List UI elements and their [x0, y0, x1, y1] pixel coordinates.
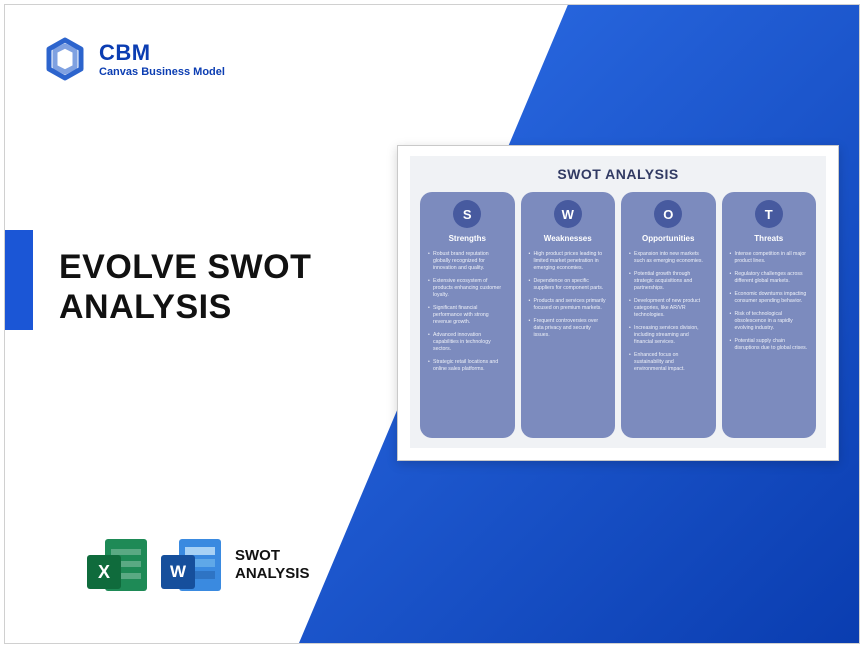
swot-inner: SWOT ANALYSIS S Strengths Robust brand r…	[410, 156, 826, 448]
main-title: EVOLVE SWOT ANALYSIS	[59, 247, 399, 327]
swot-letter-o: O	[654, 200, 682, 228]
list-item: Robust brand reputation globally recogni…	[428, 251, 507, 272]
title-text: EVOLVE SWOT ANALYSIS	[59, 247, 399, 327]
list-item: Expansion into new markets such as emerg…	[629, 251, 708, 265]
list-item: Products and services primarily focused …	[529, 298, 608, 312]
swot-title-weaknesses: Weaknesses	[544, 234, 592, 243]
list-item: Significant financial performance with s…	[428, 305, 507, 326]
swot-letter-t: T	[755, 200, 783, 228]
list-item: High product prices leading to limited m…	[529, 251, 608, 272]
swot-col-strengths: S Strengths Robust brand reputation glob…	[420, 192, 515, 438]
logo-text: CBM Canvas Business Model	[99, 40, 225, 78]
word-letter: W	[161, 555, 195, 589]
excel-icon: X	[87, 535, 147, 595]
file-icons-row: X W SWOT ANALYSIS	[87, 535, 309, 595]
list-item: Enhanced focus on sustainability and env…	[629, 352, 708, 373]
list-item: Potential growth through strategic acqui…	[629, 271, 708, 292]
file-label: SWOT ANALYSIS	[235, 547, 309, 583]
list-item: Economic downturns impacting consumer sp…	[730, 291, 809, 305]
swot-title-threats: Threats	[754, 234, 783, 243]
swot-columns: S Strengths Robust brand reputation glob…	[420, 192, 816, 438]
brand-tagline: Canvas Business Model	[99, 66, 225, 78]
swot-col-opportunities: O Opportunities Expansion into new marke…	[621, 192, 716, 438]
list-item: Dependence on specific suppliers for com…	[529, 278, 608, 292]
excel-letter: X	[87, 555, 121, 589]
swot-letter-s: S	[453, 200, 481, 228]
brand-abbr: CBM	[99, 40, 225, 66]
word-icon: W	[161, 535, 221, 595]
list-item: Regulatory challenges across different g…	[730, 271, 809, 285]
left-accent-bar	[5, 230, 33, 330]
list-item: Increasing services division, including …	[629, 325, 708, 346]
file-label-line2: ANALYSIS	[235, 565, 309, 583]
slide-frame: CBM Canvas Business Model EVOLVE SWOT AN…	[4, 4, 860, 644]
swot-letter-w: W	[554, 200, 582, 228]
swot-heading: SWOT ANALYSIS	[420, 166, 816, 182]
brand-logo: CBM Canvas Business Model	[43, 37, 225, 81]
swot-col-weaknesses: W Weaknesses High product prices leading…	[521, 192, 616, 438]
list-item: Development of new product categories, l…	[629, 298, 708, 319]
list-item: Risk of technological obsolescence in a …	[730, 311, 809, 332]
file-label-line1: SWOT	[235, 547, 309, 565]
list-item: Advanced innovation capabilities in tech…	[428, 332, 507, 353]
list-item: Intense competition in all major product…	[730, 251, 809, 265]
list-item: Extensive ecosystem of products enhancin…	[428, 278, 507, 299]
swot-title-opportunities: Opportunities	[642, 234, 694, 243]
swot-col-threats: T Threats Intense competition in all maj…	[722, 192, 817, 438]
swot-card: SWOT ANALYSIS S Strengths Robust brand r…	[397, 145, 839, 461]
logo-icon	[43, 37, 87, 81]
list-item: Potential supply chain disruptions due t…	[730, 338, 809, 352]
list-item: Frequent controversies over data privacy…	[529, 318, 608, 339]
swot-title-strengths: Strengths	[449, 234, 486, 243]
list-item: Strategic retail locations and online sa…	[428, 359, 507, 373]
